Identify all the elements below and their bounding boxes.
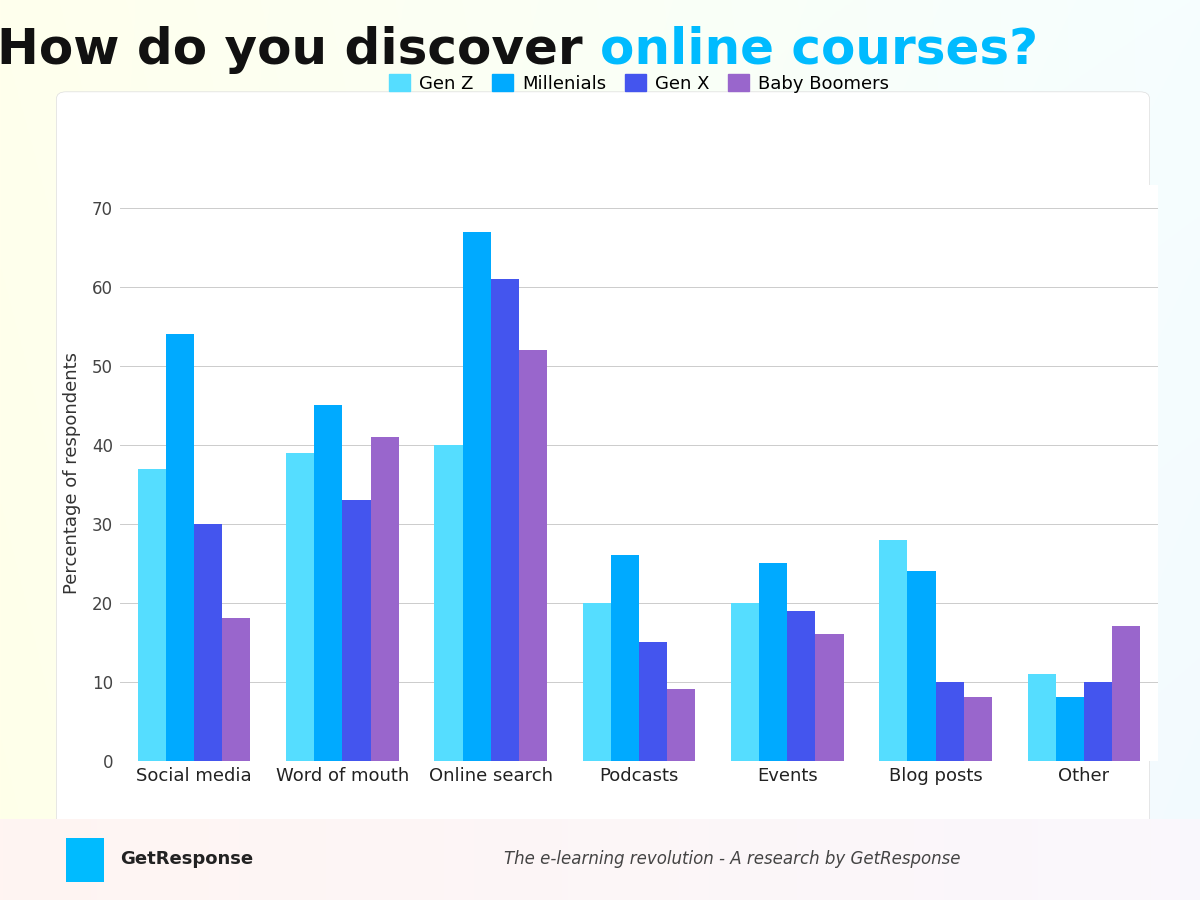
- Bar: [166, 335, 194, 760]
- FancyBboxPatch shape: [56, 92, 1150, 826]
- Bar: [518, 350, 547, 760]
- Bar: [286, 453, 314, 760]
- Bar: [787, 610, 816, 760]
- Bar: [880, 540, 907, 760]
- Text: online courses?: online courses?: [600, 25, 1038, 74]
- Bar: [816, 634, 844, 760]
- Bar: [222, 618, 251, 760]
- FancyBboxPatch shape: [66, 838, 104, 882]
- Bar: [1084, 681, 1112, 760]
- Bar: [907, 572, 936, 760]
- Bar: [964, 698, 992, 760]
- Text: GetResponse: GetResponse: [120, 850, 253, 868]
- Bar: [1056, 698, 1084, 760]
- Bar: [462, 232, 491, 760]
- Bar: [314, 405, 342, 760]
- Bar: [434, 445, 462, 760]
- Text: How do you discover: How do you discover: [0, 25, 600, 74]
- Bar: [611, 555, 638, 760]
- Bar: [194, 524, 222, 760]
- Legend: Gen Z, Millenials, Gen X, Baby Boomers: Gen Z, Millenials, Gen X, Baby Boomers: [382, 67, 896, 100]
- Text: The e-learning revolution - A research by GetResponse: The e-learning revolution - A research b…: [504, 850, 960, 868]
- Y-axis label: Percentage of respondents: Percentage of respondents: [62, 352, 80, 593]
- Bar: [583, 603, 611, 760]
- Bar: [667, 689, 695, 760]
- Bar: [1027, 674, 1056, 760]
- Bar: [491, 279, 518, 760]
- Bar: [936, 681, 964, 760]
- Bar: [640, 642, 667, 760]
- Bar: [371, 437, 398, 760]
- Bar: [138, 469, 166, 760]
- Bar: [731, 603, 760, 760]
- Bar: [342, 500, 371, 760]
- Bar: [1112, 626, 1140, 760]
- Bar: [760, 563, 787, 760]
